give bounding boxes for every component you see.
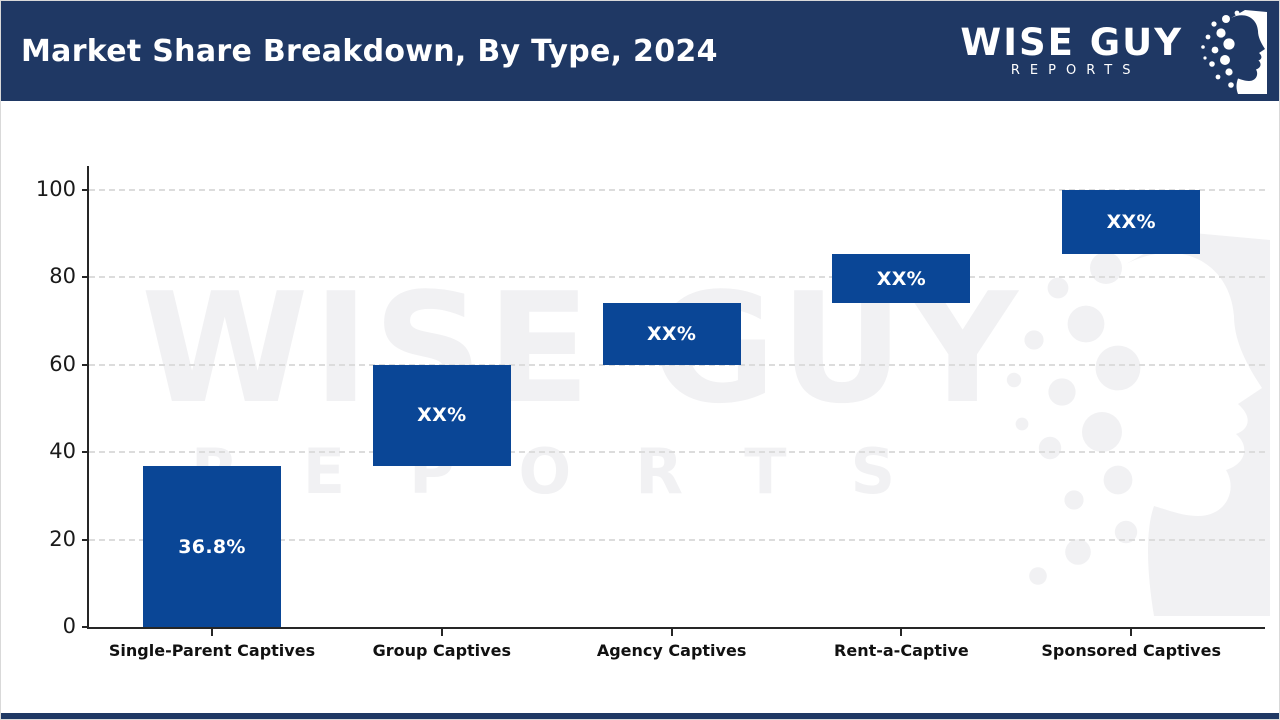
y-tick-label: 20 xyxy=(49,526,76,551)
y-tick-label: 80 xyxy=(49,264,76,288)
y-tick-mark xyxy=(82,363,89,366)
wise-guy-reports-logo: WISE GUY REPORTS xyxy=(960,8,1267,94)
x-tick-mark xyxy=(1130,629,1133,636)
category-label: Sponsored Captives xyxy=(1041,641,1221,660)
gridline xyxy=(89,276,1265,278)
header-bar: Market Share Breakdown, By Type, 2024 WI… xyxy=(1,1,1279,101)
y-tick-label: 0 xyxy=(62,614,76,638)
gridline xyxy=(89,188,1265,191)
y-tick-label: 100 xyxy=(35,176,76,201)
gridline xyxy=(89,451,1265,453)
bar-value-label: XX% xyxy=(417,404,467,427)
footer-strip xyxy=(1,713,1279,719)
bar-value-label: 36.8% xyxy=(178,535,246,558)
y-axis-spine xyxy=(87,166,89,629)
y-tick-label: 60 xyxy=(49,351,76,376)
y-tick-label: 40 xyxy=(49,439,76,463)
bar-value-label: XX% xyxy=(646,322,697,345)
category-label: Single-Parent Captives xyxy=(108,641,316,660)
gridline xyxy=(89,538,1265,541)
x-axis-spine xyxy=(87,627,1265,629)
y-tick-mark xyxy=(82,276,89,278)
y-tick-mark xyxy=(82,188,89,191)
x-tick-mark xyxy=(670,629,673,636)
bar-value-label: XX% xyxy=(1106,210,1156,233)
y-tick-mark xyxy=(82,538,89,541)
bar-value-label: XX% xyxy=(876,267,927,290)
y-tick-mark xyxy=(82,451,89,453)
logo-text: WISE GUY REPORTS xyxy=(960,21,1183,78)
category-label: Group Captives xyxy=(372,641,511,660)
dotted-head-icon xyxy=(1201,10,1267,94)
bar: XX% xyxy=(372,364,511,466)
bar: XX% xyxy=(602,303,741,365)
y-tick-mark xyxy=(82,626,89,628)
x-tick-mark xyxy=(900,629,903,636)
x-tick-mark xyxy=(211,629,213,636)
logo-subtitle: REPORTS xyxy=(1010,62,1141,78)
category-label: Agency Captives xyxy=(596,641,747,660)
gridline xyxy=(89,363,1265,366)
bar: 36.8% xyxy=(143,466,281,627)
bar: XX% xyxy=(832,254,971,304)
waterfall-chart: 36.8% Single-Parent Captives XX% Group Capt… xyxy=(1,101,1279,715)
category-label: Rent-a-Captive xyxy=(834,641,969,660)
x-tick-mark xyxy=(440,629,443,636)
logo-wordmark: WISE GUY xyxy=(960,21,1183,65)
bar: XX% xyxy=(1062,189,1201,255)
page-title: Market Share Breakdown, By Type, 2024 xyxy=(21,33,718,69)
